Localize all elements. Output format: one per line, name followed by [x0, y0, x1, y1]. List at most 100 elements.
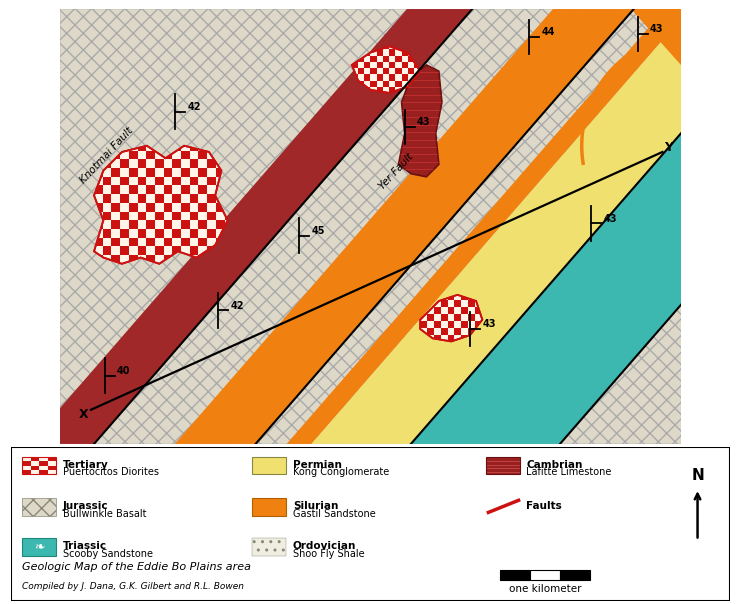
Bar: [383, 68, 389, 74]
Text: N: N: [691, 467, 704, 483]
Polygon shape: [631, 9, 681, 65]
Bar: [233, 168, 242, 177]
Bar: [434, 307, 441, 314]
Bar: [103, 246, 111, 255]
Bar: [383, 43, 389, 50]
Bar: [454, 328, 461, 335]
Bar: [164, 151, 173, 159]
Bar: [190, 177, 199, 185]
Bar: [146, 255, 155, 264]
Bar: [345, 80, 352, 87]
Bar: [129, 168, 138, 177]
Bar: [120, 229, 129, 238]
Bar: [173, 211, 181, 220]
Bar: [173, 229, 181, 238]
Bar: [365, 62, 370, 68]
Bar: [199, 133, 207, 142]
Bar: [420, 56, 426, 62]
Bar: [420, 307, 427, 314]
Bar: [85, 211, 94, 220]
Bar: [530, 570, 560, 580]
Bar: [454, 314, 461, 321]
Bar: [181, 133, 190, 142]
Bar: [383, 56, 389, 62]
Bar: [94, 168, 103, 177]
Bar: [164, 255, 173, 264]
Bar: [173, 177, 181, 185]
Text: Bullwinkle Basalt: Bullwinkle Basalt: [63, 509, 147, 518]
Bar: [427, 328, 434, 335]
Bar: [207, 159, 216, 168]
Bar: [47, 457, 56, 461]
Text: Geologic Map of the Eddie Bo Plains area: Geologic Map of the Eddie Bo Plains area: [22, 562, 251, 573]
Bar: [488, 307, 496, 314]
Bar: [345, 56, 352, 62]
Bar: [138, 194, 146, 203]
Bar: [120, 211, 129, 220]
Bar: [164, 203, 173, 211]
Text: 45: 45: [311, 226, 325, 236]
Bar: [389, 50, 396, 56]
Bar: [408, 43, 414, 50]
Bar: [164, 238, 173, 246]
Bar: [345, 68, 352, 74]
Bar: [94, 185, 103, 194]
Bar: [216, 168, 225, 177]
Bar: [414, 37, 420, 43]
Bar: [414, 74, 420, 80]
Bar: [111, 220, 120, 229]
Bar: [233, 203, 242, 211]
Bar: [413, 300, 420, 307]
Bar: [358, 80, 365, 87]
Bar: [146, 151, 155, 159]
Text: Knotmai Fault: Knotmai Fault: [79, 125, 136, 185]
Bar: [207, 264, 216, 272]
Bar: [216, 203, 225, 211]
Bar: [199, 238, 207, 246]
Bar: [173, 246, 181, 255]
Text: Y: Y: [664, 141, 673, 153]
Bar: [414, 50, 420, 56]
Bar: [103, 264, 111, 272]
Bar: [138, 246, 146, 255]
Bar: [22, 457, 56, 475]
Bar: [155, 211, 164, 220]
Bar: [225, 142, 233, 151]
Bar: [252, 498, 287, 516]
Bar: [454, 341, 461, 349]
Bar: [441, 341, 448, 349]
Polygon shape: [560, 9, 741, 444]
Bar: [345, 43, 352, 50]
Bar: [448, 321, 454, 328]
Bar: [352, 62, 358, 68]
Text: Jurassic: Jurassic: [63, 501, 108, 511]
Bar: [164, 220, 173, 229]
Text: Yer Fault: Yer Fault: [376, 152, 415, 191]
Bar: [461, 294, 468, 300]
Bar: [389, 62, 396, 68]
Bar: [448, 335, 454, 341]
Bar: [352, 74, 358, 80]
Bar: [120, 142, 129, 151]
Bar: [129, 255, 138, 264]
Bar: [120, 264, 129, 272]
Bar: [441, 300, 448, 307]
Bar: [454, 300, 461, 307]
Bar: [138, 142, 146, 151]
Bar: [225, 159, 233, 168]
Bar: [225, 177, 233, 185]
Bar: [85, 246, 94, 255]
Bar: [352, 50, 358, 56]
Bar: [358, 43, 365, 50]
Bar: [207, 246, 216, 255]
Bar: [370, 93, 376, 99]
Bar: [420, 294, 427, 300]
Bar: [216, 185, 225, 194]
Bar: [389, 87, 396, 93]
Bar: [482, 314, 488, 321]
Bar: [146, 133, 155, 142]
Text: one kilometer: one kilometer: [509, 585, 582, 594]
Bar: [383, 93, 389, 99]
Bar: [207, 194, 216, 203]
Bar: [233, 185, 242, 194]
